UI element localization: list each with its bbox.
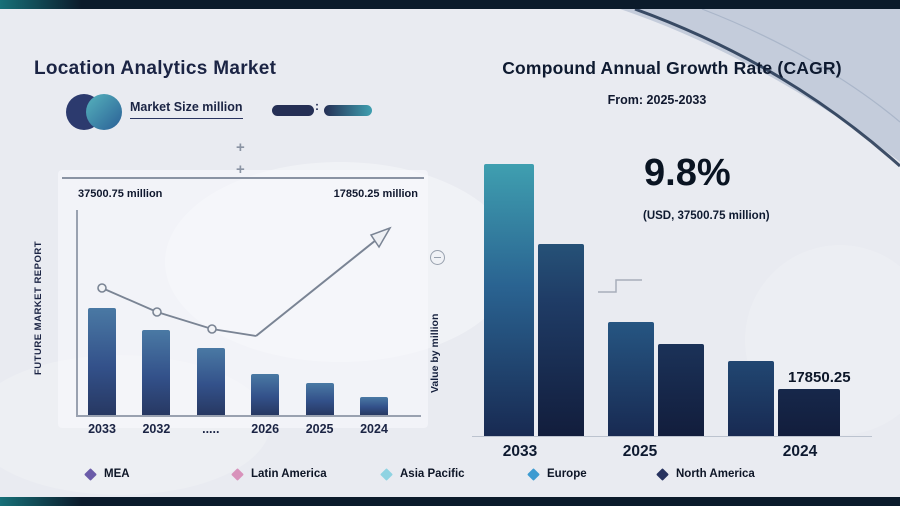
plus-decoration: +	[236, 139, 245, 156]
left-title: Location Analytics Market	[34, 58, 277, 79]
cagr-axis-label: 2025	[622, 443, 658, 460]
cagr-plot: 2033 2025 2024	[472, 164, 872, 460]
chart-frame-line	[62, 177, 424, 179]
market-bar-2024	[360, 397, 388, 415]
legend-diamond-icon	[380, 467, 393, 481]
market-axis-label: 2033	[88, 422, 116, 436]
cagr-caption: (USD, 37500.75 million)	[643, 210, 770, 222]
legend-item-mea: MEA	[84, 463, 130, 485]
market-bar-2032	[142, 330, 171, 415]
market-axis-label: 2025	[305, 422, 334, 436]
market-axis-label: 2026	[251, 422, 280, 436]
legend-item-label: Europe	[547, 468, 587, 480]
cagr-bar-2024-a	[728, 361, 774, 436]
legend-item-label: North America	[676, 468, 755, 480]
legend-item-label: MEA	[104, 468, 130, 480]
market-axis-label: 2032	[142, 422, 171, 436]
region-legend: MEA Latin America Asia Pacific Europe North …	[0, 463, 900, 487]
cagr-bar-2033-b	[538, 244, 584, 436]
legend-item-asia-pacific: Asia Pacific	[380, 463, 465, 485]
right-title: Compound Annual Growth Rate (CAGR)	[502, 58, 842, 78]
value-axis-label: Value by million	[429, 313, 441, 393]
top-border-bar	[0, 0, 900, 9]
legend-diamond-icon	[527, 467, 540, 481]
legend-pill-gradient	[324, 105, 372, 116]
annotation-start-value: 37500.75 million	[78, 188, 163, 200]
market-plot: 2033 2032..... 2026 2025 2024	[76, 210, 421, 436]
circle-dash-icon	[430, 250, 445, 265]
legend-diamond-icon	[656, 467, 669, 481]
market-bar-2026	[251, 374, 280, 415]
value-data-label: 17850.25	[788, 369, 851, 386]
legend-item-label: Latin America	[251, 468, 327, 480]
market-chart-card: 37500.75 million 17850.25 million 2033 20…	[58, 170, 428, 436]
market-size-label: Market Size million	[130, 100, 243, 119]
step-decoration	[598, 279, 642, 293]
market-axis-label: .....	[202, 422, 220, 436]
market-axis-label: 2024	[360, 422, 388, 436]
bottom-border-bar	[0, 497, 900, 506]
legend-item-europe: Europe	[527, 463, 587, 485]
legend-pill-dark	[272, 105, 314, 116]
plus-decoration: +	[236, 161, 245, 178]
market-bar-2033	[88, 308, 116, 415]
market-size-icon-overlay	[86, 94, 122, 130]
legend-diamond-icon	[231, 467, 244, 481]
legend-item-label: Asia Pacific	[400, 468, 465, 480]
cagr-axis-label: 2024	[782, 443, 818, 460]
cagr-bar-2025-a	[608, 322, 654, 436]
cagr-bar-2024-b	[778, 389, 840, 436]
market-bar-2025	[305, 383, 334, 415]
legend-item-latin-america: Latin America	[231, 463, 327, 485]
cagr-bar-2025-b	[658, 344, 704, 436]
annotation-end-value: 17850.25 million	[333, 188, 418, 200]
legend-diamond-icon	[84, 467, 97, 481]
market-bar-.....	[196, 348, 225, 415]
trend-arrow	[97, 226, 392, 337]
future-market-report-label: FUTURE MARKET REPORT	[33, 240, 44, 375]
cagr-bar-2033-a	[484, 164, 534, 436]
cagr-axis-label: 2033	[502, 443, 538, 460]
legend-item-north-america: North America	[656, 463, 755, 485]
cagr-range: From: 2025-2033	[607, 93, 707, 107]
cagr-value: 9.8%	[644, 152, 731, 194]
legend-colon: :	[315, 99, 319, 113]
